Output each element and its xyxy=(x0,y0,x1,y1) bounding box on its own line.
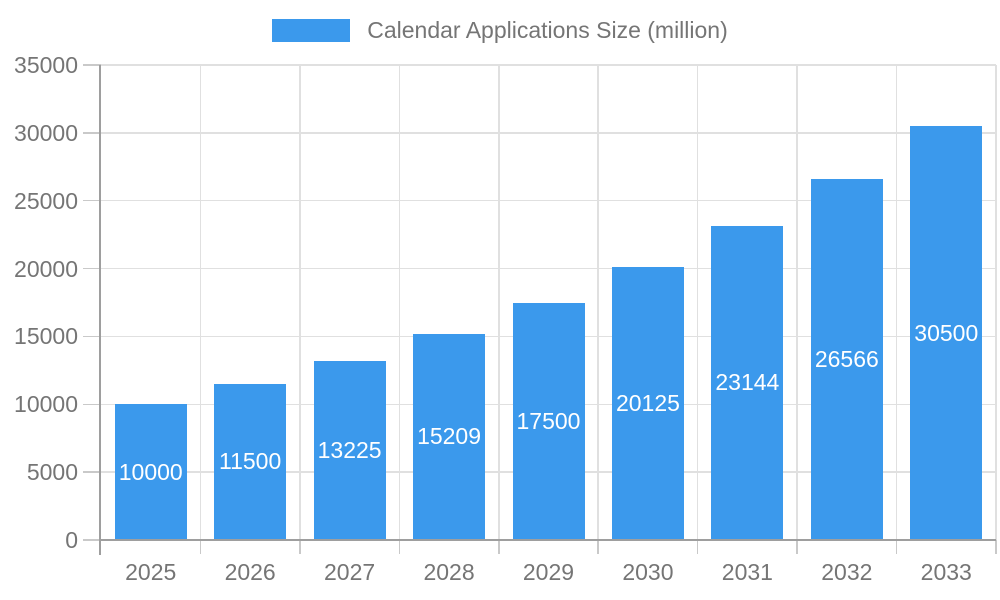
gridline-horizontal xyxy=(101,267,996,270)
gridline-vertical xyxy=(696,65,699,540)
x-axis-tick xyxy=(199,540,202,554)
bar-value-label: 17500 xyxy=(516,407,581,434)
x-axis-tick xyxy=(597,540,599,554)
y-axis-tick xyxy=(83,64,101,66)
x-axis-label-2031: 2031 xyxy=(721,559,773,585)
plot-area: 10000 11500 13225 15209 17500 20125 23144 26566… xyxy=(101,64,997,540)
x-axis-label-2029: 2029 xyxy=(522,559,575,585)
y-axis-tick xyxy=(83,199,101,202)
bar-value-label: 15209 xyxy=(417,423,482,450)
bar-2031[interactable]: 23144 xyxy=(711,225,784,540)
y-axis-tick xyxy=(83,539,101,541)
y-axis-tick xyxy=(83,335,101,338)
y-axis-tick-label: 20000 xyxy=(14,255,78,282)
legend-swatch xyxy=(272,19,351,42)
y-axis-tick-label: 15000 xyxy=(14,323,78,350)
gridline-vertical xyxy=(299,65,301,540)
gridline-horizontal xyxy=(101,199,996,202)
bar-2030[interactable]: 20125 xyxy=(611,266,684,540)
gridline-vertical xyxy=(398,65,401,540)
y-axis-tick xyxy=(83,471,101,473)
x-axis-tick xyxy=(895,540,898,554)
x-axis-label-2030: 2030 xyxy=(622,559,674,585)
x-axis-tick xyxy=(498,540,500,554)
x-axis-label-2032: 2032 xyxy=(821,559,873,585)
bar-2033[interactable]: 30500 xyxy=(910,126,983,540)
y-axis-tick-label: 30000 xyxy=(14,119,78,146)
gridline-vertical xyxy=(597,65,599,540)
bar-value-label: 26566 xyxy=(814,346,879,373)
gridline-vertical xyxy=(895,65,898,540)
y-axis-tick-label: 0 xyxy=(65,527,78,553)
x-axis-line xyxy=(99,539,996,541)
x-axis-tick xyxy=(398,540,401,554)
legend-label: Calendar Applications Size (million) xyxy=(367,17,728,43)
gridline-horizontal xyxy=(101,64,996,66)
x-axis-label-2033: 2033 xyxy=(920,559,972,585)
bar-value-label: 10000 xyxy=(118,458,183,485)
legend[interactable]: Calendar Applications Size (million) xyxy=(0,17,1000,44)
bar-value-label: 13225 xyxy=(317,436,382,463)
bar-2026[interactable]: 11500 xyxy=(214,383,287,540)
bar-2032[interactable]: 26566 xyxy=(810,179,883,540)
y-axis-tick-label: 35000 xyxy=(14,52,78,78)
bar-value-label: 30500 xyxy=(914,319,979,346)
x-axis-tick xyxy=(299,540,301,554)
gridline-vertical xyxy=(995,65,997,540)
y-axis-line xyxy=(99,65,101,555)
x-axis-tick xyxy=(796,540,798,554)
x-axis-label-2028: 2028 xyxy=(423,559,475,585)
y-axis-tick xyxy=(83,132,101,134)
y-axis-tick xyxy=(83,403,101,406)
gridline-vertical xyxy=(199,65,202,540)
x-axis-label-2025: 2025 xyxy=(125,559,177,585)
x-axis-label-2026: 2026 xyxy=(224,559,276,585)
y-axis-tick xyxy=(83,267,101,270)
y-axis-tick-label: 5000 xyxy=(26,459,78,486)
gridline-horizontal xyxy=(101,132,996,134)
x-axis-tick xyxy=(696,540,699,554)
gridline-vertical xyxy=(796,65,798,540)
bar-value-label: 11500 xyxy=(219,448,282,475)
bar-value-label: 20125 xyxy=(615,389,680,416)
gridline-vertical xyxy=(498,65,500,540)
bar-2028[interactable]: 15209 xyxy=(413,333,486,540)
x-axis-tick xyxy=(995,540,997,554)
y-axis-tick-label: 25000 xyxy=(14,187,78,214)
x-axis-label-2027: 2027 xyxy=(324,559,376,585)
bar-value-label: 23144 xyxy=(715,369,780,396)
y-axis-tick-label: 10000 xyxy=(14,391,78,418)
bar-2025[interactable]: 10000 xyxy=(114,404,187,540)
bar-2027[interactable]: 13225 xyxy=(313,360,386,540)
bar-2029[interactable]: 17500 xyxy=(512,302,585,540)
